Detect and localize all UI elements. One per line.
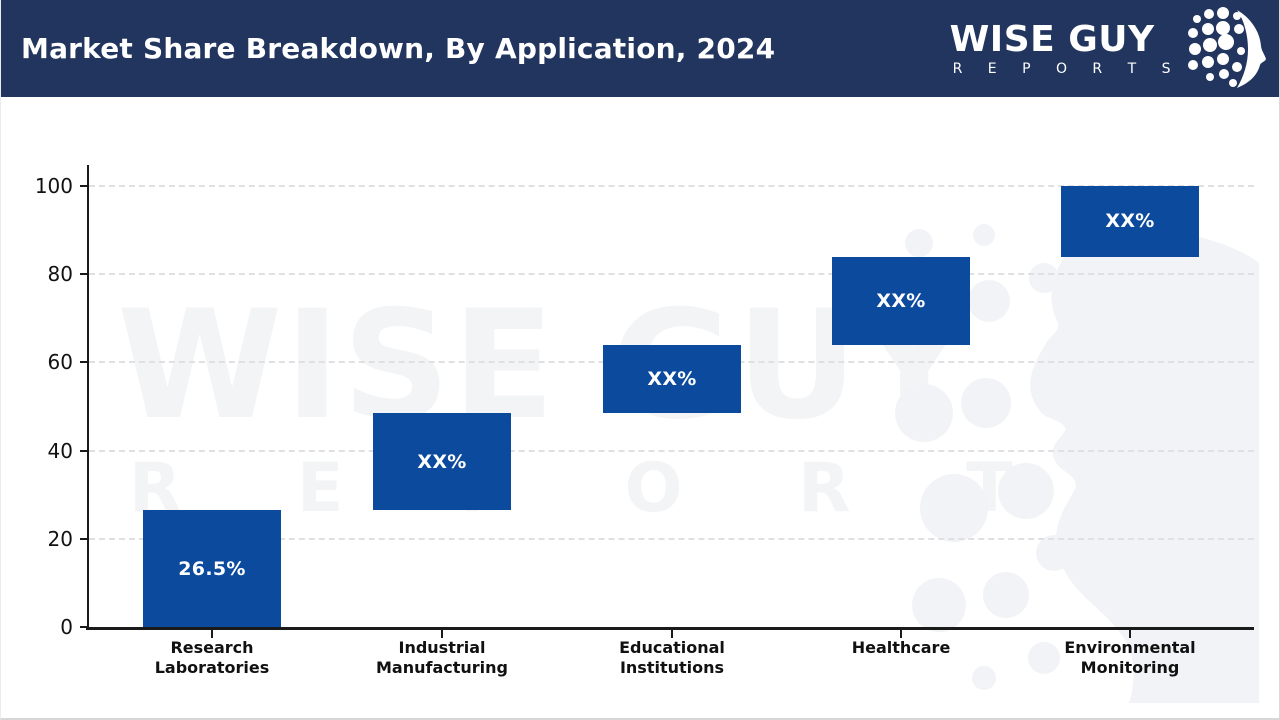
x-axis-line xyxy=(86,627,1254,630)
x-axis-tick xyxy=(441,630,443,638)
y-axis-tick xyxy=(80,537,88,540)
x-category-label-line: Industrial xyxy=(398,638,486,657)
logo-brand-text: WISE GUY xyxy=(949,18,1155,60)
x-category-label-line: Laboratories xyxy=(154,658,270,677)
x-axis-tick xyxy=(671,630,673,638)
x-category-label-line: Manufacturing xyxy=(376,658,508,677)
bar-environmental-monitoring: XX% xyxy=(1061,186,1199,257)
bar-value-label: XX% xyxy=(1105,210,1155,233)
bar-industrial-manufacturing: XX% xyxy=(373,413,511,511)
bar-value-label: XX% xyxy=(876,289,926,312)
x-category-label-line: Environmental xyxy=(1064,638,1196,657)
y-axis-line xyxy=(87,165,89,630)
x-category-label-line: Research xyxy=(170,638,254,657)
x-category-label: Healthcare xyxy=(786,638,1016,658)
wise-guy-reports-logo: WISE GUY R E P O R T S xyxy=(950,7,1267,91)
y-gridline xyxy=(89,185,1254,187)
watermark-head-graphic xyxy=(895,224,1259,703)
x-category-label-line: Educational xyxy=(619,638,725,657)
x-axis-tick xyxy=(900,630,902,638)
y-axis-tick xyxy=(80,185,88,187)
x-category-label: Environmental Monitoring xyxy=(1015,638,1245,678)
bar-research-laboratories: 26.5% xyxy=(143,510,281,627)
y-axis-tick xyxy=(80,449,88,452)
bar-educational-institutions: XX% xyxy=(603,344,741,414)
y-tick-label: 60 xyxy=(47,350,73,375)
bar-value-label: XX% xyxy=(647,367,697,390)
chart-region: WISE GUY R E P O R T S 0 20 40 60 80 100 26.5%… xyxy=(1,97,1279,718)
bar-healthcare: XX% xyxy=(832,256,970,345)
dotted-head-icon xyxy=(1188,7,1266,88)
watermark-brand-text: WISE GUY xyxy=(117,279,971,453)
x-category-label-line: Monitoring xyxy=(1080,658,1180,677)
y-tick-label: 80 xyxy=(47,262,73,287)
y-axis-tick xyxy=(80,626,88,628)
x-category-label-line: Healthcare xyxy=(851,638,951,657)
y-axis-tick xyxy=(80,273,88,276)
bar-value-label: XX% xyxy=(417,450,467,473)
y-tick-label: 0 xyxy=(60,615,73,639)
y-tick-label: 20 xyxy=(47,526,73,551)
x-category-label: Educational Institutions xyxy=(557,638,787,678)
logo-text: WISE GUY R E P O R T S xyxy=(949,18,1181,78)
x-axis-tick xyxy=(211,630,213,638)
y-gridline xyxy=(89,537,1254,540)
header-banner: Market Share Breakdown, By Application, … xyxy=(1,0,1279,97)
bar-value-label: 26.5% xyxy=(178,557,246,580)
y-axis-tick xyxy=(80,361,88,364)
x-category-label: Industrial Manufacturing xyxy=(327,638,557,678)
page-title: Market Share Breakdown, By Application, … xyxy=(21,32,776,65)
x-category-label-line: Institutions xyxy=(619,658,725,677)
x-axis-tick xyxy=(1129,630,1131,638)
y-tick-label: 100 xyxy=(34,174,73,198)
y-tick-label: 40 xyxy=(47,438,73,463)
logo-sub-text: R E P O R T S xyxy=(952,61,1181,78)
y-gridline xyxy=(89,449,1254,452)
x-category-label: Research Laboratories xyxy=(97,638,327,678)
y-gridline xyxy=(89,273,1254,276)
plot-canvas: 0 20 40 60 80 100 26.5% Research Laboratories XX%… xyxy=(1,97,1279,718)
